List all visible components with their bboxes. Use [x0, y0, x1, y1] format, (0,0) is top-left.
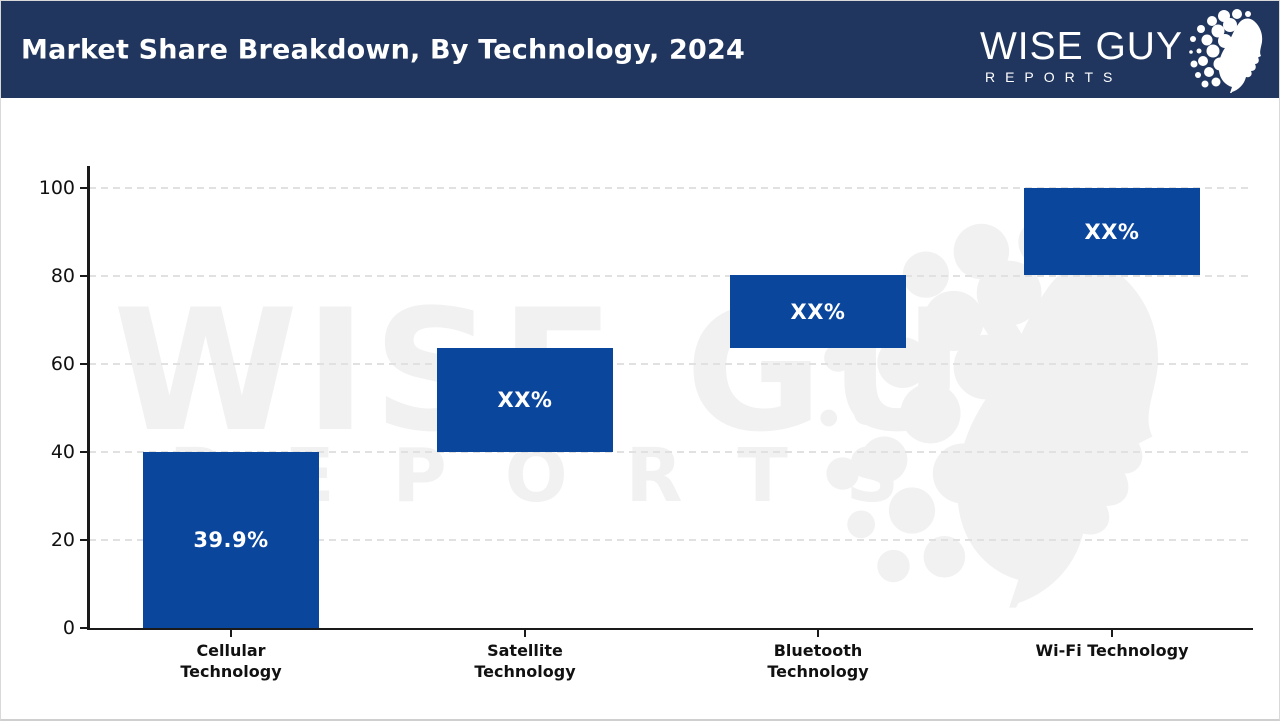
x-tick-mark-1	[524, 628, 526, 637]
y-tick-mark-40	[80, 451, 89, 453]
gridline-20	[89, 539, 1251, 541]
face-profile-dots-icon	[1185, 9, 1265, 99]
wiseguy-logo-text: WISE GUY REPORTS	[979, 25, 1183, 86]
bar-cellular-technology: 39.9%	[143, 452, 319, 628]
x-category-label-1: Satellite Technology	[410, 640, 640, 682]
y-tick-mark-80	[80, 275, 89, 277]
gridline-100	[89, 187, 1251, 189]
gridline-40	[89, 451, 1251, 453]
gridline-80	[89, 275, 1251, 277]
wiseguy-logo: WISE GUY REPORTS	[980, 7, 1265, 99]
y-tick-label-60: 60	[50, 353, 75, 375]
x-category-label-2: Bluetooth Technology	[703, 640, 933, 682]
bar-value-label: 39.9%	[193, 528, 269, 553]
bar-value-label: XX%	[1084, 219, 1140, 244]
x-tick-mark-0	[230, 628, 232, 637]
bar-satellite-technology: XX%	[437, 348, 613, 453]
page-title: Market Share Breakdown, By Technology, 2…	[21, 34, 746, 65]
x-category-label-line: Wi-Fi Technology	[1035, 641, 1189, 660]
gridline-60	[89, 363, 1251, 365]
header-bar: Market Share Breakdown, By Technology, 2…	[1, 1, 1279, 98]
x-category-label-line: Technology	[474, 662, 576, 681]
x-category-label-0: Cellular Technology	[116, 640, 346, 682]
x-axis	[87, 627, 1253, 630]
y-tick-mark-20	[80, 539, 89, 541]
x-category-label-3: Wi-Fi Technology	[997, 640, 1227, 661]
x-category-label-line: Bluetooth	[773, 641, 863, 660]
y-tick-label-40: 40	[50, 441, 75, 463]
x-tick-mark-2	[817, 628, 819, 637]
x-tick-mark-3	[1111, 628, 1113, 637]
logo-wordmark: WISE GUY	[979, 25, 1183, 68]
x-category-label-line: Satellite	[487, 641, 563, 660]
x-category-label-line: Cellular	[196, 641, 266, 660]
y-tick-label-80: 80	[50, 265, 75, 287]
y-tick-label-100: 100	[38, 177, 75, 199]
x-category-label-line: Technology	[180, 662, 282, 681]
logo-subtitle: REPORTS	[984, 69, 1123, 85]
y-tick-label-20: 20	[50, 529, 75, 551]
bar-value-label: XX%	[790, 299, 846, 324]
y-tick-mark-0	[80, 627, 89, 629]
bar-bluetooth-technology: XX%	[730, 275, 906, 349]
y-tick-label-0: 0	[62, 617, 75, 639]
y-tick-mark-100	[80, 187, 89, 189]
y-tick-mark-60	[80, 363, 89, 365]
bar-value-label: XX%	[497, 388, 553, 413]
y-axis	[87, 166, 90, 630]
x-category-label-line: Technology	[767, 662, 869, 681]
bar-wi-fi-technology: XX%	[1024, 188, 1200, 276]
